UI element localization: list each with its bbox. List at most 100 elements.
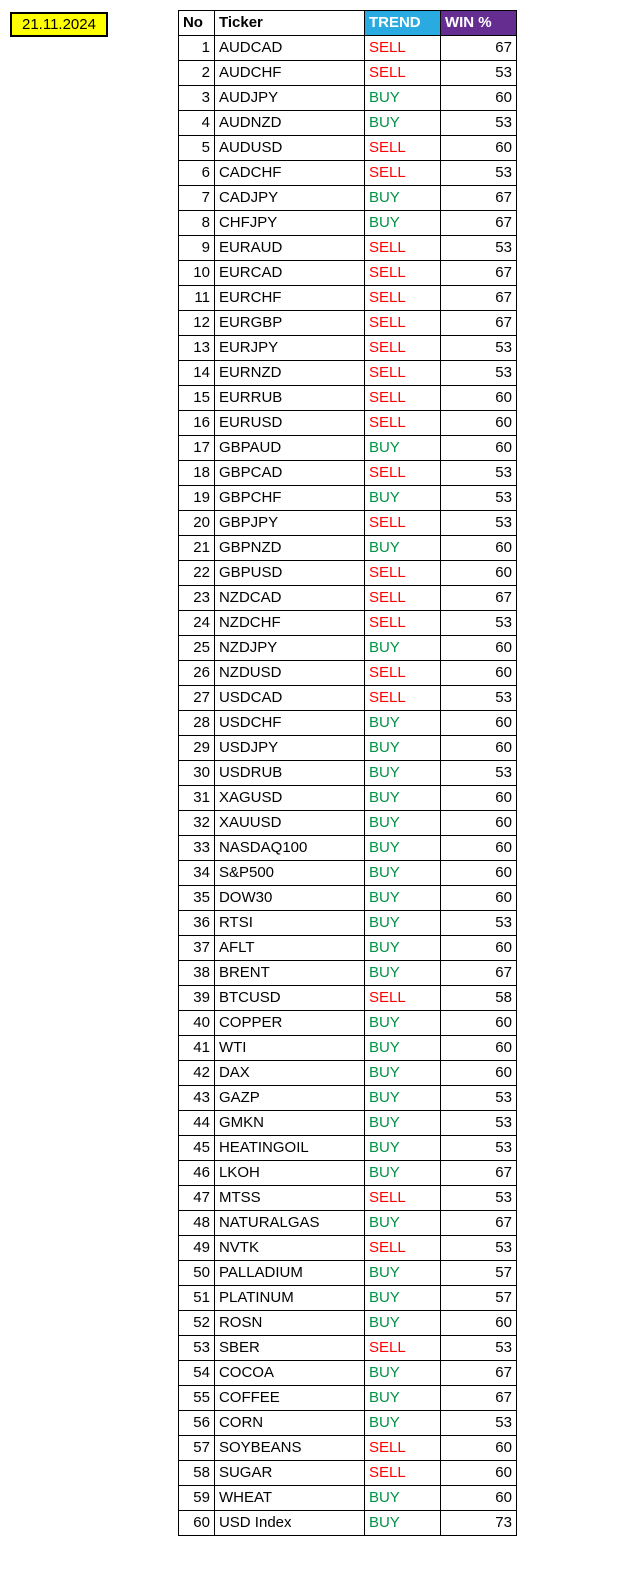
cell-no: 15: [178, 386, 214, 411]
table-row: 55COFFEEBUY67: [178, 1386, 516, 1411]
cell-ticker: BTCUSD: [214, 986, 364, 1011]
cell-trend: BUY: [364, 1136, 440, 1161]
cell-win: 60: [440, 861, 516, 886]
cell-trend: SELL: [364, 261, 440, 286]
cell-trend: BUY: [364, 861, 440, 886]
cell-no: 48: [178, 1211, 214, 1236]
cell-win: 73: [440, 1511, 516, 1536]
cell-trend: BUY: [364, 536, 440, 561]
cell-ticker: GBPUSD: [214, 561, 364, 586]
cell-win: 53: [440, 111, 516, 136]
cell-no: 1: [178, 36, 214, 61]
cell-no: 35: [178, 886, 214, 911]
table-row: 32XAUUSDBUY60: [178, 811, 516, 836]
cell-trend: BUY: [364, 761, 440, 786]
table-row: 23NZDCADSELL67: [178, 586, 516, 611]
cell-ticker: WTI: [214, 1036, 364, 1061]
table-row: 46LKOHBUY67: [178, 1161, 516, 1186]
table-row: 47MTSSSELL53: [178, 1186, 516, 1211]
table-row: 52ROSNBUY60: [178, 1311, 516, 1336]
cell-ticker: CADCHF: [214, 161, 364, 186]
table-row: 24NZDCHFSELL53: [178, 611, 516, 636]
cell-win: 53: [440, 1411, 516, 1436]
cell-no: 55: [178, 1386, 214, 1411]
table-row: 25NZDJPYBUY60: [178, 636, 516, 661]
cell-trend: BUY: [364, 711, 440, 736]
cell-no: 4: [178, 111, 214, 136]
table-row: 3AUDJPYBUY60: [178, 86, 516, 111]
table-row: 59WHEATBUY60: [178, 1486, 516, 1511]
table-row: 27USDCADSELL53: [178, 686, 516, 711]
cell-no: 57: [178, 1436, 214, 1461]
cell-win: 60: [440, 886, 516, 911]
cell-win: 60: [440, 936, 516, 961]
table-row: 40COPPERBUY60: [178, 1011, 516, 1036]
cell-no: 40: [178, 1011, 214, 1036]
cell-ticker: EURRUB: [214, 386, 364, 411]
cell-win: 60: [440, 836, 516, 861]
table-row: 18GBPCADSELL53: [178, 461, 516, 486]
cell-ticker: USD Index: [214, 1511, 364, 1536]
cell-win: 60: [440, 736, 516, 761]
cell-ticker: EURUSD: [214, 411, 364, 436]
cell-ticker: EURGBP: [214, 311, 364, 336]
cell-ticker: CADJPY: [214, 186, 364, 211]
table-row: 42DAXBUY60: [178, 1061, 516, 1086]
table-row: 51PLATINUMBUY57: [178, 1286, 516, 1311]
cell-trend: BUY: [364, 1061, 440, 1086]
cell-ticker: NVTK: [214, 1236, 364, 1261]
cell-ticker: CORN: [214, 1411, 364, 1436]
cell-no: 22: [178, 561, 214, 586]
cell-no: 37: [178, 936, 214, 961]
cell-no: 7: [178, 186, 214, 211]
cell-no: 36: [178, 911, 214, 936]
table-row: 11EURCHFSELL67: [178, 286, 516, 311]
cell-ticker: SBER: [214, 1336, 364, 1361]
cell-win: 60: [440, 1311, 516, 1336]
table-row: 21GBPNZDBUY60: [178, 536, 516, 561]
cell-no: 26: [178, 661, 214, 686]
cell-trend: BUY: [364, 1311, 440, 1336]
cell-trend: SELL: [364, 1461, 440, 1486]
cell-ticker: GBPCHF: [214, 486, 364, 511]
cell-no: 45: [178, 1136, 214, 1161]
cell-no: 11: [178, 286, 214, 311]
cell-no: 8: [178, 211, 214, 236]
cell-no: 52: [178, 1311, 214, 1336]
cell-trend: SELL: [364, 561, 440, 586]
cell-ticker: COFFEE: [214, 1386, 364, 1411]
cell-win: 67: [440, 1211, 516, 1236]
table-row: 26NZDUSDSELL60: [178, 661, 516, 686]
cell-no: 54: [178, 1361, 214, 1386]
cell-win: 53: [440, 1186, 516, 1211]
cell-trend: BUY: [364, 1411, 440, 1436]
cell-win: 53: [440, 1336, 516, 1361]
cell-win: 60: [440, 436, 516, 461]
table-row: 35DOW30BUY60: [178, 886, 516, 911]
cell-trend: SELL: [364, 136, 440, 161]
cell-win: 53: [440, 486, 516, 511]
cell-win: 53: [440, 1086, 516, 1111]
table-row: 8CHFJPYBUY67: [178, 211, 516, 236]
date-badge: 21.11.2024: [10, 12, 108, 37]
table-row: 5AUDUSDSELL60: [178, 136, 516, 161]
cell-win: 60: [440, 561, 516, 586]
cell-trend: BUY: [364, 1286, 440, 1311]
cell-ticker: NASDAQ100: [214, 836, 364, 861]
cell-ticker: PALLADIUM: [214, 1261, 364, 1286]
cell-win: 60: [440, 1461, 516, 1486]
header-no: No: [178, 11, 214, 36]
cell-trend: BUY: [364, 1161, 440, 1186]
cell-trend: SELL: [364, 161, 440, 186]
table-row: 6CADCHFSELL53: [178, 161, 516, 186]
table-row: 17GBPAUDBUY60: [178, 436, 516, 461]
cell-trend: SELL: [364, 236, 440, 261]
cell-ticker: WHEAT: [214, 1486, 364, 1511]
signals-table: No Ticker TREND WIN % 1AUDCADSELL672AUDC…: [178, 10, 517, 1536]
table-row: 1AUDCADSELL67: [178, 36, 516, 61]
cell-no: 16: [178, 411, 214, 436]
cell-ticker: USDCAD: [214, 686, 364, 711]
cell-win: 67: [440, 211, 516, 236]
cell-win: 53: [440, 686, 516, 711]
cell-ticker: XAUUSD: [214, 811, 364, 836]
